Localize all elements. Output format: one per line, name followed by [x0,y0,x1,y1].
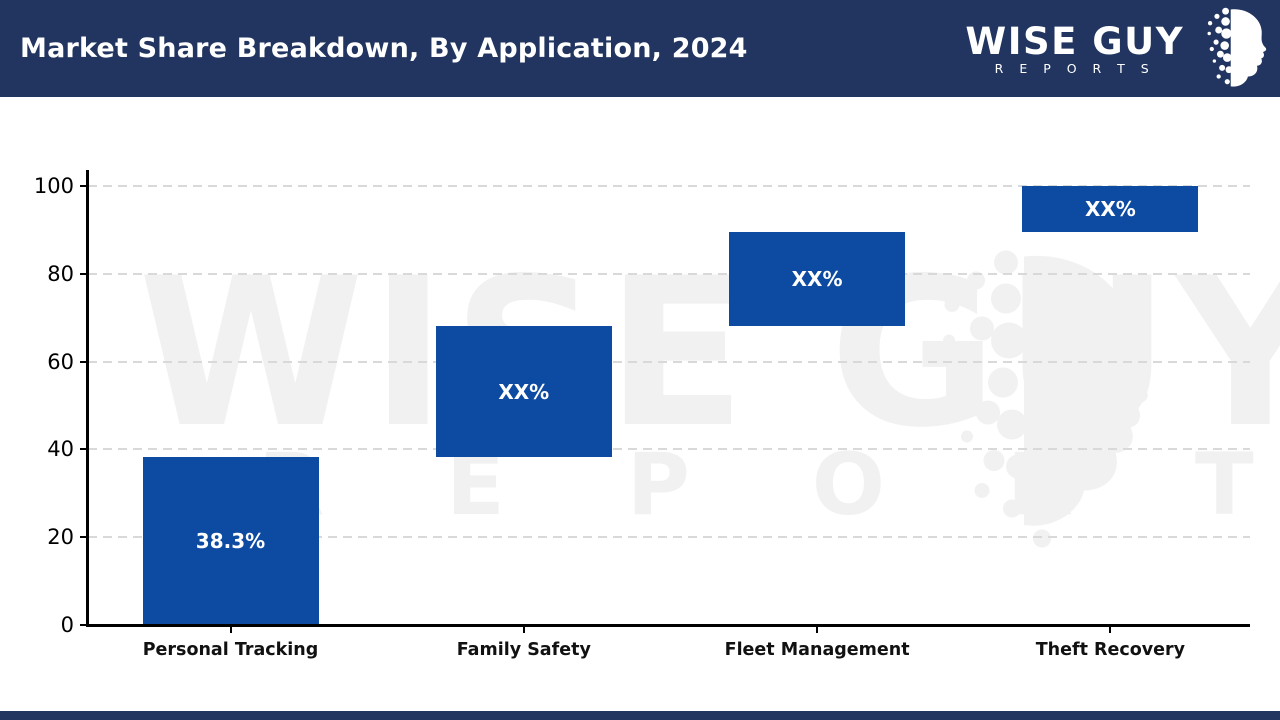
bar-fleet-management: XX% [729,232,906,327]
brand-logo-text: WISE GUY R E P O R T S [965,23,1184,76]
x-label-theft-recovery: Theft Recovery [1035,640,1186,660]
bar-family-safety: XX% [435,326,612,457]
y-tick-label-20: 20 [47,525,74,550]
x-tick-4 [1109,625,1112,633]
footer-bar [0,711,1280,720]
y-tick-60 [80,360,88,363]
y-tick-label-0: 0 [60,613,74,637]
y-tick-label-100: 100 [33,174,74,198]
x-tick-2 [522,625,525,633]
y-tick-0 [80,624,88,626]
page-title: Market Share Breakdown, By Application, … [20,33,748,64]
x-label-fleet-management: Fleet Management [724,640,910,660]
bar-value-label: XX% [1084,197,1136,222]
y-tick-label-80: 80 [47,261,74,286]
x-tick-1 [229,625,232,633]
bar-value-label: XX% [498,379,550,404]
brand-name: WISE GUY [965,19,1184,63]
bar-theft-recovery: XX% [1022,186,1199,233]
dotted-face-profile-icon [1207,7,1267,87]
brand-logo: WISE GUY R E P O R T S [965,4,1272,94]
y-tick-80 [80,272,88,275]
gridline-80 [88,272,1250,275]
x-tick-3 [816,625,819,633]
bar-value-label: XX% [791,267,843,292]
y-tick-label-60: 60 [47,349,74,374]
y-tick-20 [80,536,88,539]
gridline-20 [88,536,1250,539]
bar-personal-tracking: 38.3% [142,456,319,625]
dotted-face-profile-watermark-icon [943,250,1148,548]
gridline-100 [88,185,1250,187]
gridline-60 [88,360,1250,363]
gridline-40 [88,448,1250,451]
y-tick-40 [80,448,88,451]
header-bar: Market Share Breakdown, By Application, … [0,0,1280,97]
x-label-family-safety: Family Safety [456,640,591,660]
y-axis [86,170,89,625]
bar-value-label: 38.3% [195,528,266,553]
x-label-personal-tracking: Personal Tracking [142,640,319,660]
y-tick-label-40: 40 [47,437,74,462]
y-tick-100 [80,185,88,187]
x-axis [86,624,1250,627]
brand-subtitle: R E P O R T S [994,60,1155,76]
